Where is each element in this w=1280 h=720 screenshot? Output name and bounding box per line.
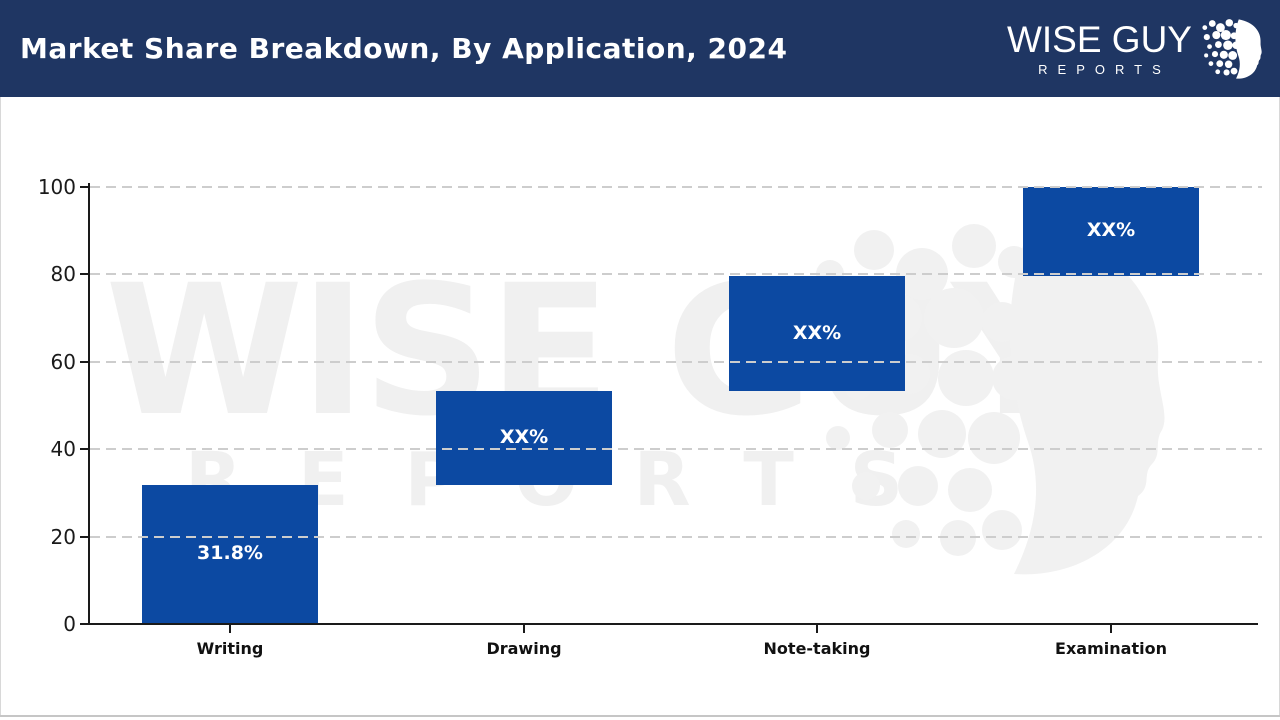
y-tick-80 [80, 273, 88, 275]
gridline-20 [90, 535, 1262, 538]
bar-note-taking [729, 276, 905, 392]
bar-writing [142, 484, 318, 624]
y-axis-spine [88, 183, 90, 625]
y-tick-label: 0 [63, 612, 76, 636]
x-tick-label: Examination [1055, 639, 1167, 658]
bar-value-label: 31.8% [197, 542, 263, 565]
gridline-60 [90, 360, 1262, 363]
logo-subtitle: REPORTS [1038, 61, 1171, 77]
x-tick-note-taking [816, 625, 818, 633]
logo-text: WISE GUY REPORTS [1007, 21, 1192, 77]
y-tick-0 [80, 623, 88, 625]
y-tick-label: 80 [50, 262, 76, 286]
logo: WISE GUY REPORTS [1007, 8, 1266, 90]
page-title: Market Share Breakdown, By Application, … [20, 32, 788, 65]
bar-examination [1023, 186, 1199, 277]
x-tick-drawing [523, 625, 525, 633]
y-tick-100 [80, 185, 88, 188]
gridline-100 [90, 185, 1262, 188]
bar-drawing [436, 391, 612, 485]
logo-wordmark: WISE GUY [1006, 18, 1192, 60]
logo-face-icon [1202, 18, 1262, 79]
y-tick-60 [80, 360, 88, 363]
gridline-40 [90, 448, 1262, 450]
left-border-line [0, 97, 1, 717]
y-tick-40 [80, 448, 88, 450]
x-tick-label: Writing [196, 639, 264, 658]
x-axis-line [88, 623, 1258, 625]
x-tick-label: Note-taking [763, 639, 871, 658]
y-tick-label: 100 [37, 174, 76, 199]
y-tick-label: 20 [50, 524, 76, 549]
bar-value-label: XX% [1086, 219, 1136, 242]
bar-value-label: XX% [792, 321, 842, 344]
y-tick-20 [80, 535, 88, 538]
x-tick-writing [229, 625, 231, 633]
y-tick-label: 40 [50, 437, 76, 461]
gridline-80 [90, 273, 1262, 275]
bar-value-label: XX% [499, 426, 549, 449]
bottom-border-line [0, 715, 1280, 717]
y-tick-label: 60 [50, 349, 76, 374]
x-tick-label: Drawing [486, 639, 562, 658]
x-tick-examination [1110, 625, 1112, 633]
header-bar: Market Share Breakdown, By Application, … [0, 0, 1280, 97]
